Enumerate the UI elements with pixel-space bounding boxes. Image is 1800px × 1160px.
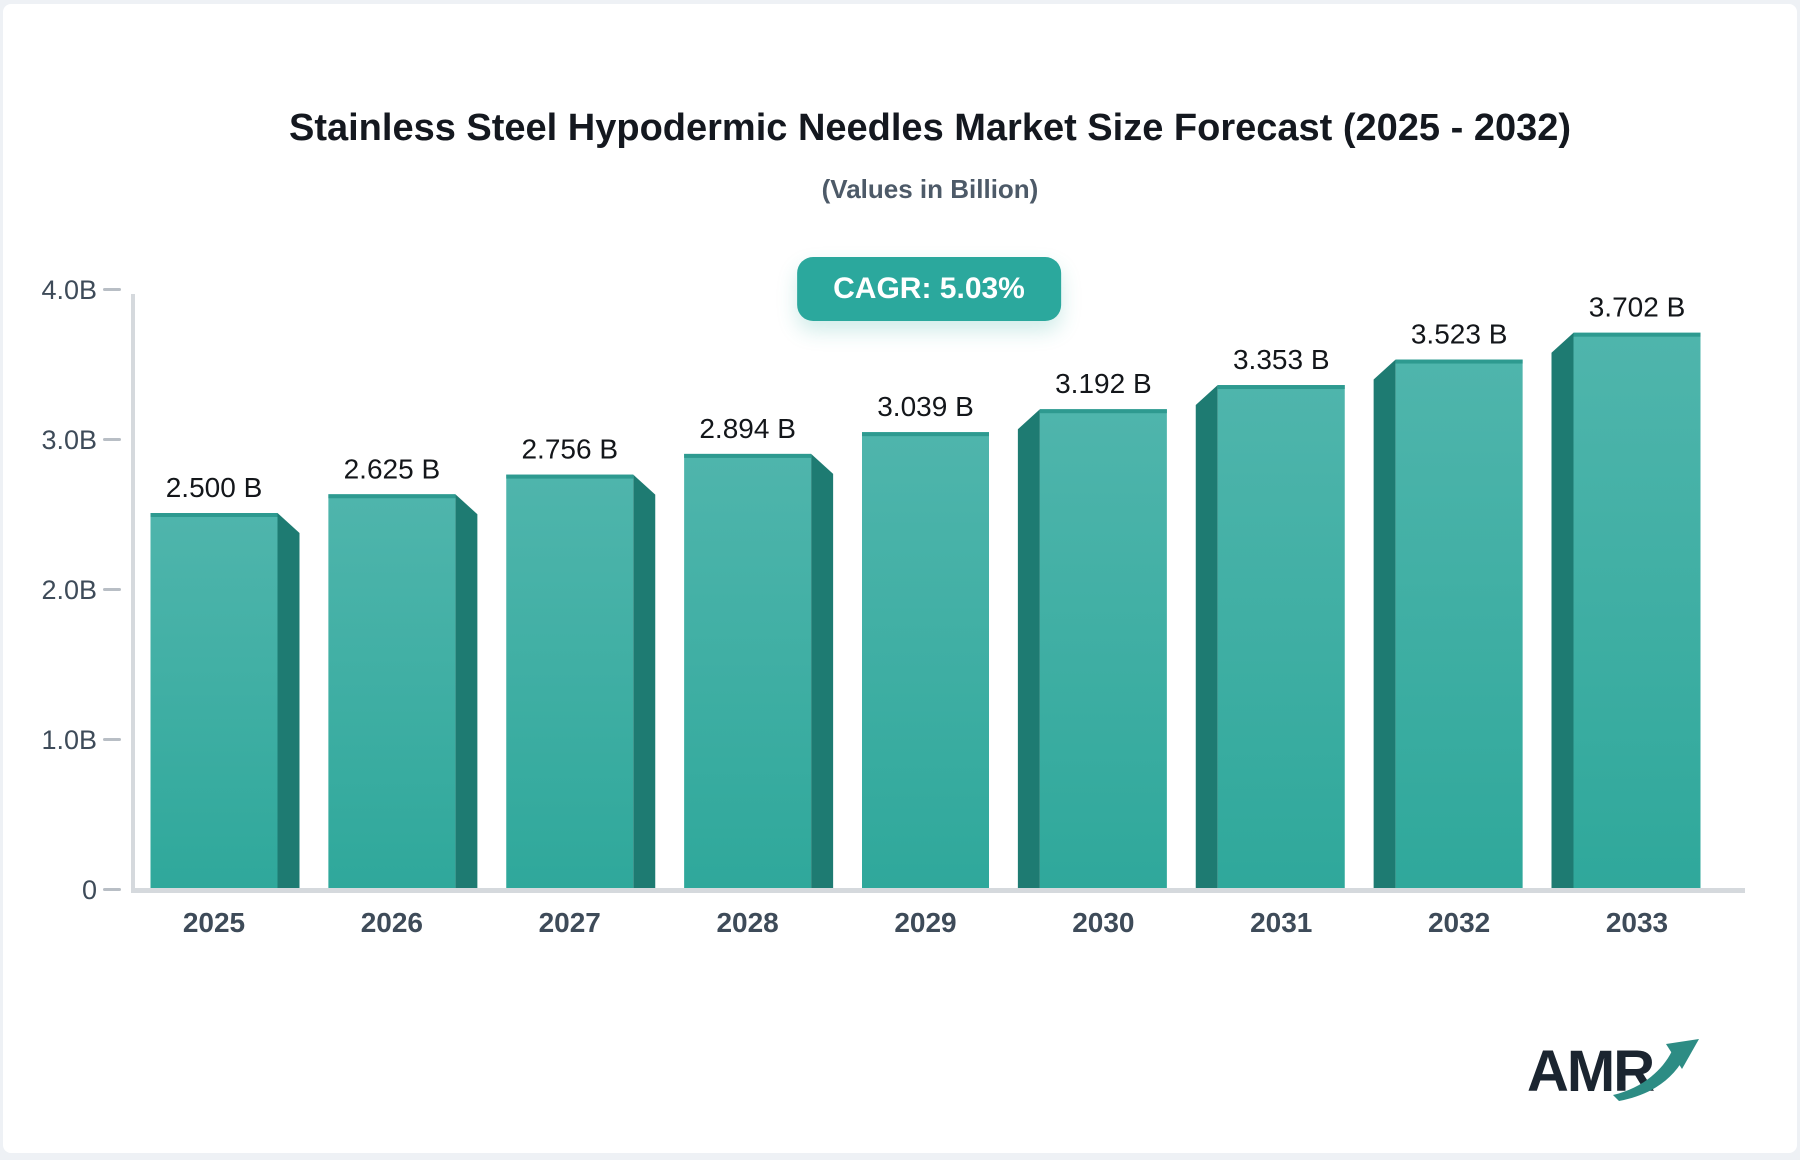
bar-value-label: 2.756 B (521, 434, 618, 465)
bar-2027 (506, 475, 655, 888)
bar-2031 (1196, 385, 1345, 888)
bar-face (1396, 360, 1523, 888)
bar-face (684, 454, 811, 888)
bar-face (862, 432, 989, 888)
bar-face (1218, 385, 1345, 888)
x-axis-label: 2026 (361, 907, 423, 938)
bar-side-panel (455, 494, 477, 888)
bar-top-cap (328, 494, 455, 498)
bar-2029 (862, 432, 989, 888)
bar-2026 (328, 494, 477, 888)
bar-value-label: 2.625 B (344, 453, 441, 484)
bar-top-cap (506, 475, 633, 479)
bar-face (1040, 409, 1167, 888)
bar-top-cap (1040, 409, 1167, 413)
bar-value-label: 3.353 B (1233, 344, 1330, 375)
y-tick-mark (103, 888, 121, 891)
bar-value-label: 3.702 B (1589, 292, 1686, 323)
bar-side-panel (1552, 333, 1574, 888)
bar-2030 (1018, 409, 1167, 888)
y-tick-mark (103, 288, 121, 291)
bar-face (506, 475, 633, 888)
x-axis-label: 2031 (1250, 907, 1312, 938)
y-tick-mark (103, 738, 121, 741)
bar-side-panel (1196, 385, 1218, 888)
bar-top-cap (1218, 385, 1345, 389)
bar-side-panel (811, 454, 833, 888)
y-axis-label: 1.0B (41, 725, 97, 755)
bar-side-panel (633, 475, 655, 888)
bar-chart: 0 1.0B 2.0B 3.0B 4.0B 2.500 B 2025 2.625 B 2026 2… (3, 4, 1800, 1160)
y-axis-label: 3.0B (41, 425, 97, 455)
bar-2025 (151, 513, 300, 888)
bar-face (151, 513, 278, 888)
y-axis-line (131, 294, 135, 893)
bar-value-label: 2.500 B (166, 472, 263, 503)
bar-value-label: 3.192 B (1055, 368, 1152, 399)
bar-value-label: 2.894 B (699, 413, 796, 444)
bar-top-cap (151, 513, 278, 517)
bar-value-label: 3.039 B (877, 391, 974, 422)
y-axis-label: 0 (82, 875, 97, 905)
x-axis-label: 2029 (894, 907, 956, 938)
x-axis-label: 2028 (716, 907, 778, 938)
chart-card: Stainless Steel Hypodermic Needles Marke… (3, 4, 1797, 1153)
amr-logo: AMR (1523, 1029, 1723, 1124)
y-axis-label: 4.0B (41, 275, 97, 305)
x-axis-label: 2025 (183, 907, 245, 938)
y-axis-label: 2.0B (41, 575, 97, 605)
x-axis-label: 2032 (1428, 907, 1490, 938)
bar-2028 (684, 454, 833, 888)
bar-value-label: 3.523 B (1411, 319, 1508, 350)
x-axis-label: 2027 (539, 907, 601, 938)
bar-top-cap (684, 454, 811, 458)
y-tick-mark (103, 438, 121, 441)
bar-side-panel (1018, 409, 1040, 888)
y-tick-mark (103, 588, 121, 591)
bar-2032 (1374, 360, 1523, 888)
bar-2033 (1552, 333, 1701, 888)
bar-top-cap (1574, 333, 1701, 337)
bar-top-cap (1396, 360, 1523, 364)
x-axis-line (131, 888, 1745, 893)
bar-side-panel (1374, 360, 1396, 888)
x-axis-label: 2030 (1072, 907, 1134, 938)
bar-face (328, 494, 455, 888)
bar-face (1574, 333, 1701, 888)
bar-side-panel (278, 513, 300, 888)
bar-top-cap (862, 432, 989, 436)
x-axis-label: 2033 (1606, 907, 1668, 938)
